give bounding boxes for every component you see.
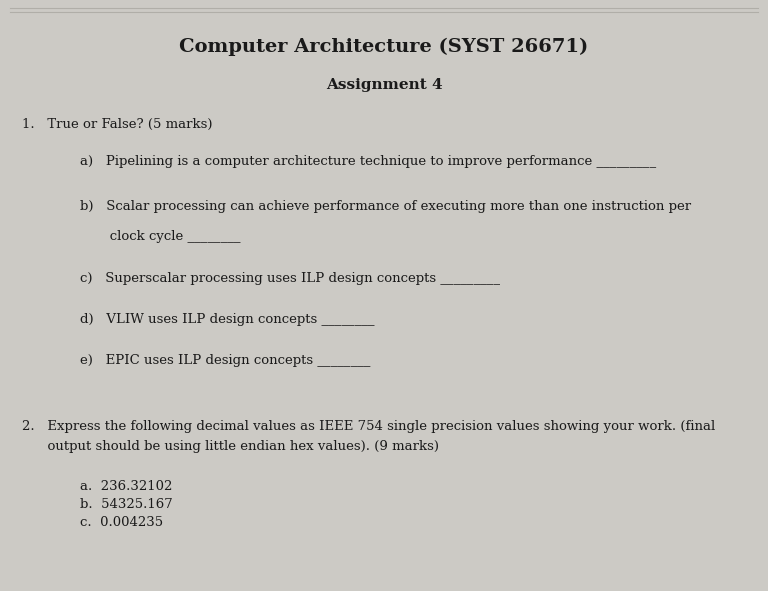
Text: clock cycle ________: clock cycle ________: [80, 230, 240, 243]
Text: a.  236.32102: a. 236.32102: [80, 480, 172, 493]
Text: output should be using little endian hex values). (9 marks): output should be using little endian hex…: [22, 440, 439, 453]
Text: Computer Architecture (SYST 26671): Computer Architecture (SYST 26671): [180, 38, 588, 56]
Text: b)   Scalar processing can achieve performance of executing more than one instru: b) Scalar processing can achieve perform…: [80, 200, 691, 213]
Text: a)   Pipelining is a computer architecture technique to improve performance ____: a) Pipelining is a computer architecture…: [80, 155, 656, 168]
Text: 1.   True or False? (5 marks): 1. True or False? (5 marks): [22, 118, 213, 131]
Text: c.  0.004235: c. 0.004235: [80, 516, 163, 529]
Text: 2.   Express the following decimal values as IEEE 754 single precision values sh: 2. Express the following decimal values …: [22, 420, 715, 433]
Text: Assignment 4: Assignment 4: [326, 78, 442, 92]
Text: e)   EPIC uses ILP design concepts ________: e) EPIC uses ILP design concepts _______…: [80, 354, 370, 367]
Text: b.  54325.167: b. 54325.167: [80, 498, 173, 511]
Text: d)   VLIW uses ILP design concepts ________: d) VLIW uses ILP design concepts _______…: [80, 313, 375, 326]
Text: c)   Superscalar processing uses ILP design concepts _________: c) Superscalar processing uses ILP desig…: [80, 272, 500, 285]
